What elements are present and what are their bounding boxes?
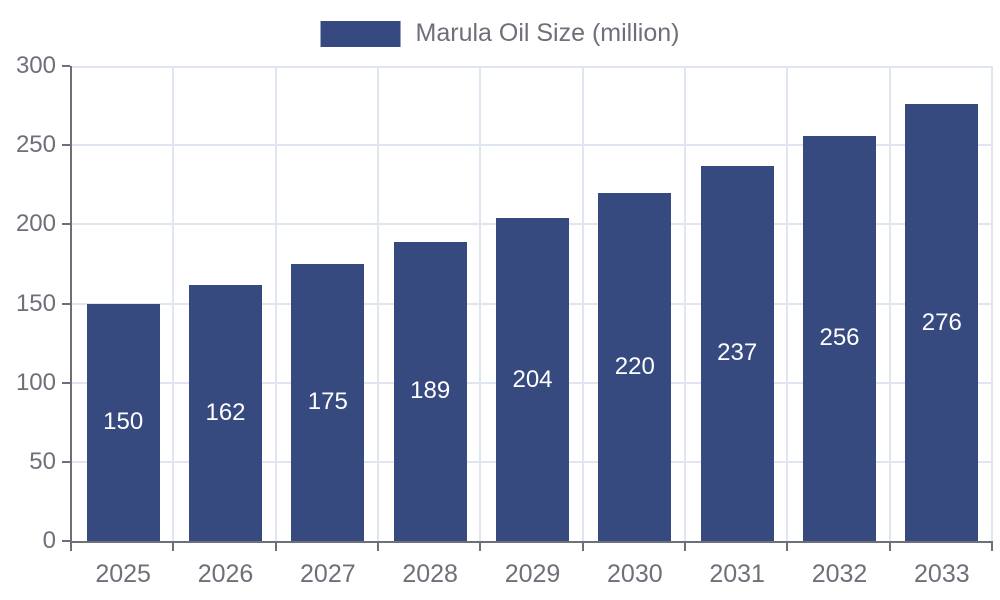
x-axis-tick: [377, 543, 379, 551]
x-axis-label: 2027: [300, 560, 356, 588]
gridline-horizontal: [72, 66, 993, 68]
gridline-vertical: [377, 66, 379, 541]
x-axis-tick: [991, 543, 993, 551]
x-axis-tick: [684, 543, 686, 551]
bar-2028[interactable]: 189: [393, 241, 467, 541]
x-axis-label: 2029: [504, 560, 561, 588]
y-axis-tick: [62, 381, 70, 384]
gridline-vertical: [479, 66, 482, 541]
y-axis-tick: [62, 540, 70, 542]
bar-value-label: 237: [717, 339, 758, 367]
y-axis-label: 250: [15, 131, 56, 159]
gridline-vertical: [786, 66, 789, 541]
y-axis-label: 200: [15, 210, 56, 238]
legend-swatch: [320, 20, 401, 47]
y-axis-tick: [62, 302, 70, 305]
bar-value-label: 256: [819, 324, 860, 352]
x-axis-labels: 2025 2026 2027 2028 2029 2030 2031 2032 2033: [72, 552, 993, 592]
y-axis-tick: [62, 460, 70, 463]
x-axis-tick: [172, 543, 175, 551]
bar-2025[interactable]: 150: [86, 303, 160, 541]
x-axis-label: 2028: [402, 560, 458, 588]
x-axis-tick: [581, 543, 584, 551]
plot-area: 150 162 175 189 204 220 237 256 276: [62, 65, 993, 551]
gridline-horizontal: [72, 144, 993, 147]
y-axis-label: 0: [42, 527, 56, 554]
x-axis-label: 2031: [709, 560, 765, 588]
bar-value-label: 162: [205, 398, 246, 426]
y-axis-tick: [62, 65, 70, 67]
x-axis-label: 2026: [197, 560, 254, 588]
x-axis-tick: [274, 543, 277, 551]
x-axis-tick: [479, 543, 482, 551]
bar-2033[interactable]: 276: [905, 104, 979, 541]
gridline-vertical: [274, 66, 277, 541]
bar-2030[interactable]: 220: [598, 192, 672, 541]
x-axis-tick: [888, 543, 891, 551]
bar-2026[interactable]: 162: [189, 284, 262, 541]
x-axis-label: 2025: [95, 560, 151, 588]
bar-2027[interactable]: 175: [291, 263, 365, 541]
legend-label: Marula Oil Size (million): [415, 19, 680, 47]
gridline-vertical: [888, 66, 891, 541]
y-axis-label: 150: [15, 289, 56, 317]
bar-value-label: 189: [410, 377, 451, 405]
y-axis-tick: [62, 144, 70, 147]
gridline-vertical: [172, 66, 175, 541]
x-axis-tick: [70, 543, 72, 551]
gridline-vertical: [581, 66, 584, 541]
x-axis-label: 2033: [914, 560, 970, 588]
y-axis-label: 100: [15, 368, 56, 396]
bar-2029[interactable]: 204: [496, 218, 569, 541]
bar-value-label: 150: [103, 408, 144, 436]
x-axis-label: 2032: [811, 560, 868, 588]
y-axis-label: 50: [29, 447, 56, 475]
gridline-vertical: [991, 66, 993, 541]
y-axis-labels: 0 50 100 150 200 250 300: [0, 52, 56, 554]
gridline-vertical: [684, 66, 686, 541]
legend-item[interactable]: Marula Oil Size (million): [320, 19, 680, 48]
x-axis-tick: [786, 543, 789, 551]
x-axis-label: 2030: [607, 560, 663, 588]
bar-value-label: 175: [307, 388, 348, 416]
bar-value-label: 276: [921, 308, 962, 336]
bar-2031[interactable]: 237: [700, 165, 774, 541]
y-axis-tick: [62, 223, 70, 226]
y-axis-label: 300: [15, 52, 56, 79]
bar-value-label: 220: [614, 352, 655, 380]
bar-value-label: 204: [512, 365, 553, 393]
bar-2032[interactable]: 256: [803, 135, 876, 541]
